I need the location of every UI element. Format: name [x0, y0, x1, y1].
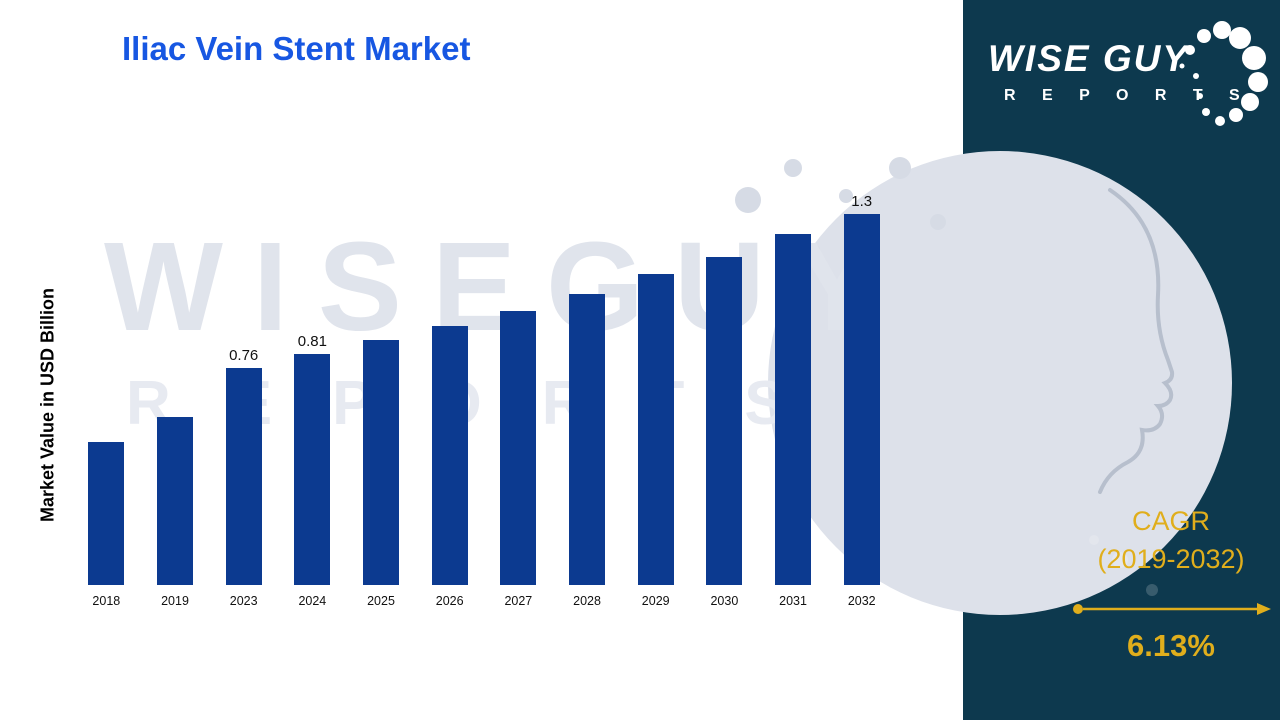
- bar-column-2019: 2019: [141, 188, 210, 616]
- tick-label-2028: 2028: [573, 594, 601, 608]
- bar-column-2028: 2028: [553, 188, 622, 616]
- cagr-value: 6.13%: [1127, 628, 1215, 663]
- wiseguy-logo: WISE GUY R E P O R T S: [988, 38, 1251, 105]
- tick-label-2032: 2032: [847, 594, 876, 608]
- logo-dotted-face-icon: [1179, 21, 1268, 126]
- bar-value-label-2023: 0.76: [229, 347, 259, 364]
- tick-label-2030: 2030: [710, 594, 739, 608]
- bar-column-2024: 0.81 2024: [278, 188, 347, 616]
- y-axis-label: Market Value in USD Billion: [37, 287, 58, 523]
- tick-label-2018: 2018: [92, 594, 121, 608]
- bar-column-2025: 2025: [347, 188, 416, 616]
- bar-2025: [363, 340, 400, 585]
- tick-label-2024: 2024: [298, 594, 327, 608]
- tick-label-2027: 2027: [504, 594, 533, 608]
- bar-value-label-2024: 0.81: [297, 333, 327, 350]
- bar-column-2030: 2030: [690, 188, 759, 616]
- bar-2032: [843, 214, 880, 585]
- logo-name-text: WISE GUY: [988, 38, 1190, 79]
- tick-label-2025: 2025: [367, 594, 395, 608]
- bar-column-2029: 2029: [621, 188, 690, 616]
- tick-label-2029: 2029: [641, 594, 670, 608]
- bar-2029: [637, 274, 674, 585]
- bar-2028: [569, 294, 606, 585]
- cagr-label: CAGR: [1131, 506, 1210, 536]
- cagr-block: CAGR (2019-2032) 6.13%: [1068, 506, 1274, 664]
- cagr-range: (2019-2032): [1097, 544, 1245, 574]
- bar-value-label-2032: 1.3: [851, 193, 873, 210]
- bar-2030: [706, 257, 743, 585]
- chart-title: Iliac Vein Stent Market: [122, 30, 471, 67]
- tick-label-2026: 2026: [435, 594, 464, 608]
- tick-label-2023: 2023: [229, 594, 258, 608]
- tick-label-2019: 2019: [161, 594, 189, 608]
- bar-2024: [294, 354, 331, 585]
- bar-2023: [225, 368, 262, 585]
- bar-2026: [431, 326, 468, 585]
- bar-column-2026: 2026: [415, 188, 484, 616]
- bar-2019: [157, 417, 193, 585]
- bar-2027: [500, 311, 537, 585]
- watermark-wiseguy-text: WISEGUY: [104, 216, 910, 357]
- bar-column-2023: 0.76 2023: [209, 188, 278, 616]
- bar-chart: 2018 2019 0.76 2023 0.81 2024 2025 2026 2027 2028…: [72, 188, 896, 616]
- bar-column-2027: 2027: [484, 188, 553, 616]
- bar-2018: [88, 442, 125, 585]
- logo-reports-text: R E P O R T S: [1004, 87, 1251, 104]
- bar-column-2031: 2031: [759, 188, 828, 616]
- tick-label-2031: 2031: [779, 594, 807, 608]
- cagr-trend-arrow-icon: [1073, 603, 1271, 615]
- bar-2031: [775, 234, 812, 585]
- bar-column-2018: 2018: [72, 188, 141, 616]
- bar-column-2032: 1.3 2032: [827, 188, 896, 616]
